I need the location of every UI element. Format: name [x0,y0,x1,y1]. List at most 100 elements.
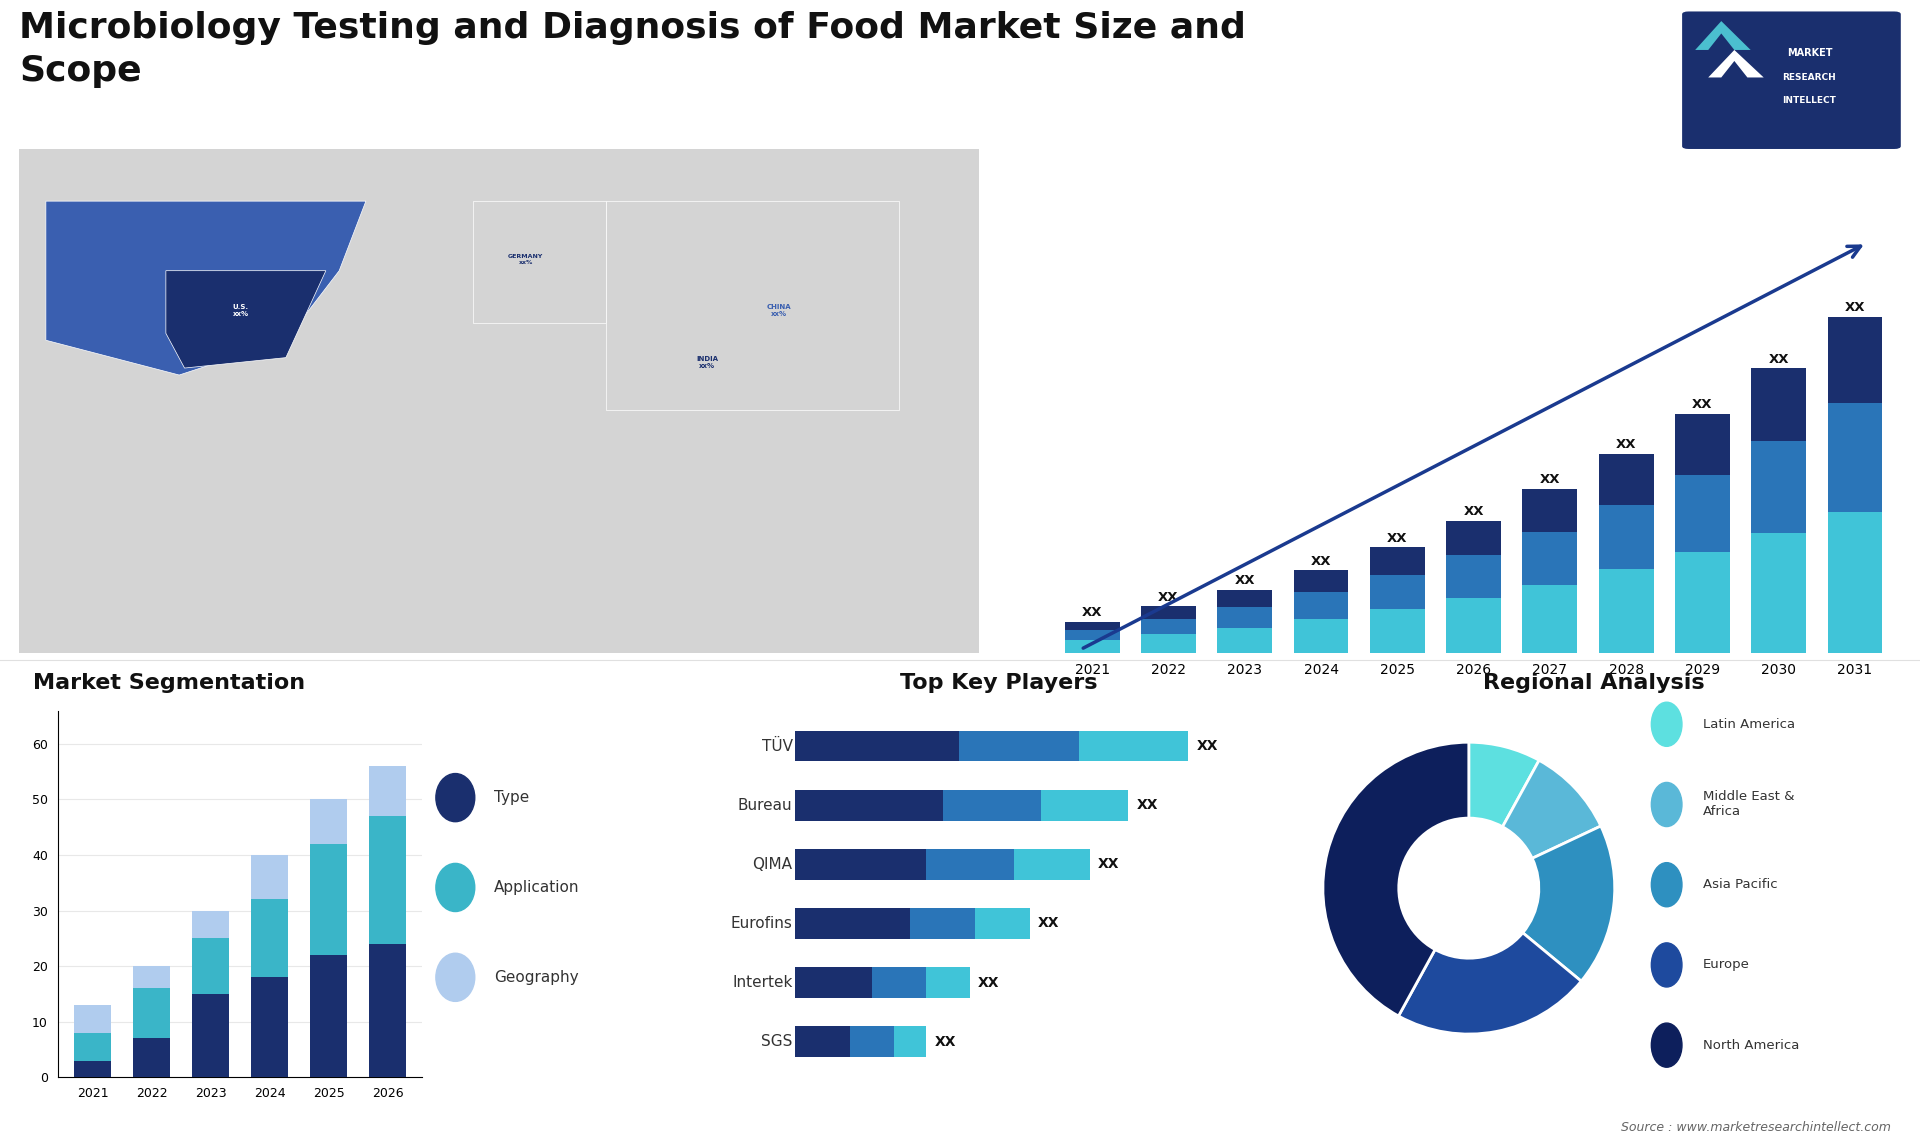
Bar [795,908,910,939]
Circle shape [1651,943,1682,987]
Text: INDIA
xx%: INDIA xx% [697,356,718,369]
Polygon shape [165,270,326,368]
Text: Type: Type [493,790,530,806]
Bar [1041,790,1129,821]
Bar [910,908,975,939]
Text: GERMANY
xx%: GERMANY xx% [509,254,543,265]
Bar [252,978,288,1077]
Bar [851,1027,893,1057]
Bar [192,939,228,994]
Text: XX: XX [1196,739,1217,753]
Text: XX: XX [1083,606,1102,619]
Bar [893,1027,925,1057]
Bar [1751,441,1807,534]
Text: Bureau: Bureau [737,798,793,813]
Text: Eurofins: Eurofins [732,916,793,931]
Bar [1523,489,1578,532]
Bar [1674,476,1730,552]
Bar [1066,621,1119,630]
Bar [1369,609,1425,653]
Text: XX: XX [1158,590,1179,604]
Circle shape [436,863,474,911]
Text: Middle East &
Africa: Middle East & Africa [1703,791,1795,818]
Bar [1217,590,1273,607]
Bar [1294,619,1348,653]
Bar [75,1005,111,1033]
Text: XX: XX [1386,532,1407,544]
Text: Application: Application [493,880,580,895]
Bar [1066,641,1119,653]
Bar [795,731,958,761]
Circle shape [436,774,474,822]
Text: XX: XX [1235,574,1256,588]
Text: North America: North America [1703,1038,1799,1052]
Text: Asia Pacific: Asia Pacific [1703,878,1778,892]
Polygon shape [607,202,899,410]
Bar [872,967,925,998]
Text: XX: XX [1098,857,1119,871]
Bar [795,790,943,821]
Bar [958,731,1079,761]
Text: CHINA
xx%: CHINA xx% [766,304,791,317]
Bar [1599,570,1653,653]
Bar [252,855,288,900]
Bar [311,843,348,955]
Bar [1140,606,1196,619]
Bar [1828,512,1882,653]
Text: XX: XX [1540,473,1561,486]
Bar [1751,534,1807,653]
Polygon shape [1709,50,1764,78]
Text: XX: XX [1311,555,1331,567]
Wedge shape [1398,933,1582,1034]
Bar [1674,552,1730,653]
Bar [1217,607,1273,628]
Bar [1014,849,1091,880]
Circle shape [1651,783,1682,826]
Bar [1369,574,1425,609]
Bar [1369,547,1425,574]
Circle shape [436,953,474,1002]
Text: Market Segmentation: Market Segmentation [33,673,305,693]
Bar [369,766,405,816]
Text: Intertek: Intertek [732,975,793,990]
Bar [1294,571,1348,591]
Wedge shape [1323,743,1469,1017]
Text: TÜV: TÜV [762,738,793,754]
Bar [132,1038,169,1077]
Bar [1066,630,1119,641]
Bar [1217,628,1273,653]
Text: Geography: Geography [493,970,578,984]
Bar [369,944,405,1077]
Text: XX: XX [1692,398,1713,411]
Text: XX: XX [1845,301,1864,314]
Wedge shape [1523,826,1615,981]
Bar [192,994,228,1077]
Bar [975,908,1029,939]
Circle shape [1651,863,1682,906]
Bar [311,955,348,1077]
Text: Source : www.marketresearchintellect.com: Source : www.marketresearchintellect.com [1620,1121,1891,1135]
Bar [1140,619,1196,635]
Text: MARKET: MARKET [1788,48,1832,57]
Bar [925,967,970,998]
Text: XX: XX [935,1035,956,1049]
Bar [1446,597,1501,653]
Bar [75,1060,111,1077]
Bar [1599,505,1653,570]
Bar [1294,591,1348,619]
Circle shape [1651,1023,1682,1067]
Bar [75,1033,111,1060]
Bar [132,966,169,988]
Circle shape [1651,702,1682,746]
Text: INTELLECT: INTELLECT [1782,96,1836,105]
Text: QIMA: QIMA [753,857,793,872]
Bar [1828,402,1882,512]
Bar [1751,368,1807,441]
Bar [1079,731,1188,761]
Bar [1523,532,1578,584]
Bar [795,849,925,880]
Wedge shape [1469,743,1540,826]
Text: Europe: Europe [1703,958,1749,972]
Bar [1523,584,1578,653]
Bar [369,816,405,944]
